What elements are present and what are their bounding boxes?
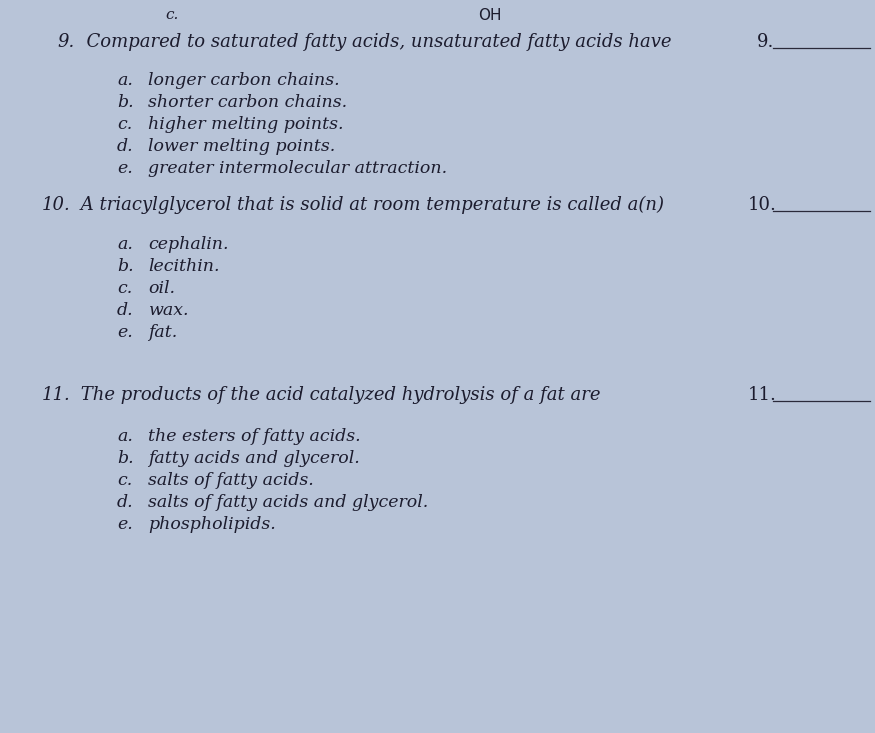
Text: c.: c. [117, 116, 132, 133]
Text: a.: a. [117, 236, 133, 253]
Text: e.: e. [117, 160, 133, 177]
Text: the esters of fatty acids.: the esters of fatty acids. [148, 428, 360, 445]
Text: 9.: 9. [57, 33, 74, 51]
Text: oil.: oil. [148, 280, 175, 297]
Text: salts of fatty acids.: salts of fatty acids. [148, 472, 314, 489]
Text: cephalin.: cephalin. [148, 236, 228, 253]
Text: d.: d. [117, 302, 134, 319]
Text: c.: c. [117, 280, 132, 297]
Text: d.: d. [117, 494, 134, 511]
Text: b.: b. [117, 450, 134, 467]
Text: c.: c. [117, 472, 132, 489]
Text: e.: e. [117, 516, 133, 533]
Text: e.: e. [117, 324, 133, 341]
Text: a.: a. [117, 72, 133, 89]
Text: fat.: fat. [148, 324, 178, 341]
Text: The products of the acid catalyzed hydrolysis of a fat are: The products of the acid catalyzed hydro… [75, 386, 600, 404]
Text: salts of fatty acids and glycerol.: salts of fatty acids and glycerol. [148, 494, 428, 511]
Text: longer carbon chains.: longer carbon chains. [148, 72, 340, 89]
Text: 11.: 11. [748, 386, 777, 404]
Text: 10.: 10. [42, 196, 71, 214]
Text: d.: d. [117, 138, 134, 155]
Text: Compared to saturated fatty acids, unsaturated fatty acids have: Compared to saturated fatty acids, unsat… [75, 33, 671, 51]
Text: OH: OH [478, 8, 501, 23]
Text: lecithin.: lecithin. [148, 258, 220, 275]
Text: phospholipids.: phospholipids. [148, 516, 276, 533]
Text: wax.: wax. [148, 302, 188, 319]
Text: 11.: 11. [42, 386, 71, 404]
Text: higher melting points.: higher melting points. [148, 116, 344, 133]
Text: b.: b. [117, 94, 134, 111]
Text: lower melting points.: lower melting points. [148, 138, 335, 155]
Text: c.: c. [165, 8, 178, 22]
Text: b.: b. [117, 258, 134, 275]
Text: greater intermolecular attraction.: greater intermolecular attraction. [148, 160, 447, 177]
Text: a.: a. [117, 428, 133, 445]
Text: 10.: 10. [748, 196, 777, 214]
Text: fatty acids and glycerol.: fatty acids and glycerol. [148, 450, 360, 467]
Text: shorter carbon chains.: shorter carbon chains. [148, 94, 347, 111]
Text: A triacylglycerol that is solid at room temperature is called a(n): A triacylglycerol that is solid at room … [75, 196, 664, 214]
Text: 9.: 9. [757, 33, 774, 51]
